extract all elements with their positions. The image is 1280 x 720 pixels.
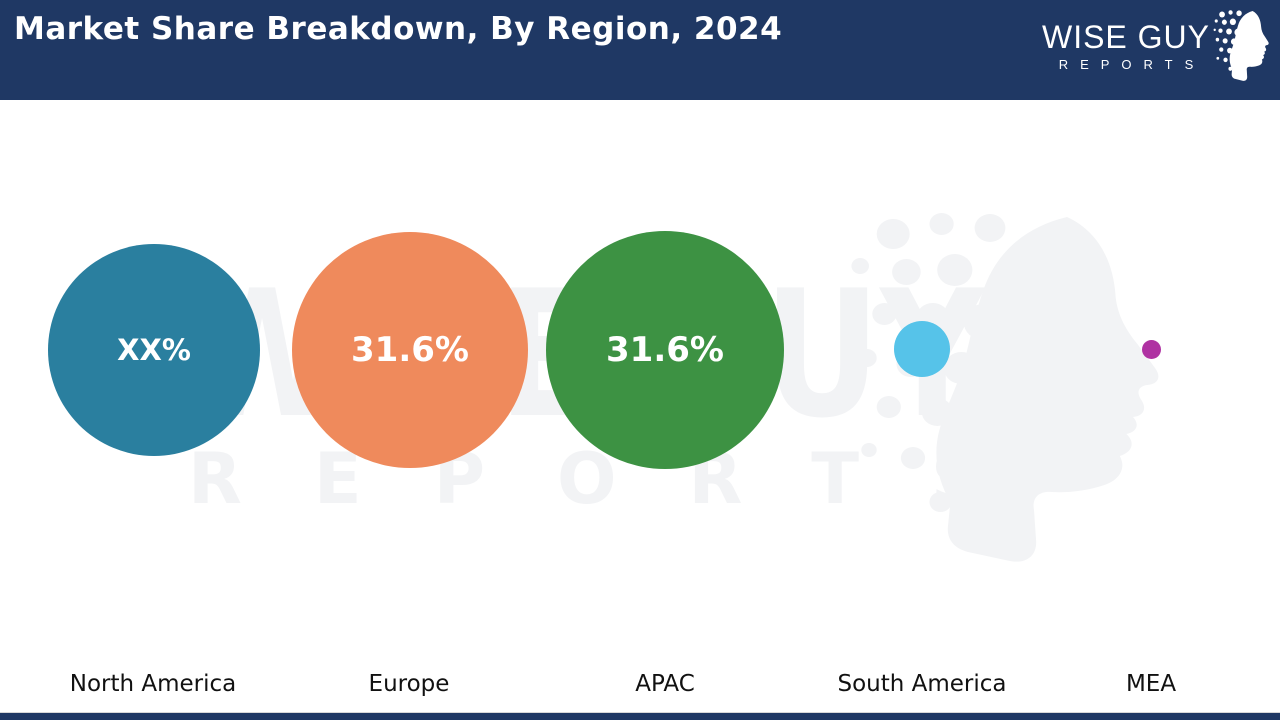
axis-label-europe: Europe <box>368 671 450 697</box>
axis-label-north-america: North America <box>69 671 237 697</box>
watermark-reports: REPORTS <box>188 438 1054 520</box>
bubble-south-america <box>894 321 950 377</box>
bubble-value-label: 31.6% <box>606 330 724 370</box>
page-title: Market Share Breakdown, By Region, 2024 <box>14 11 783 47</box>
watermark-head-icon <box>844 213 1159 562</box>
header-bar: Market Share Breakdown, By Region, 2024 … <box>0 0 1280 100</box>
axis-label-apac: APAC <box>635 671 695 697</box>
axis-label-mea: MEA <box>1125 671 1177 697</box>
logo-reports-text: REPORTS <box>1058 56 1206 72</box>
bubble-value-label: 31.6% <box>351 330 469 370</box>
bubble-mea <box>1142 340 1161 359</box>
bubble-apac: 31.6% <box>546 231 784 469</box>
logo-wiseguy-text: WISE GUY <box>1041 19 1210 56</box>
logo-wordmark: WISE GUY REPORTS <box>1041 19 1210 72</box>
axis-label-south-america: South America <box>837 671 1007 697</box>
bubble-europe: 31.6% <box>292 232 528 468</box>
footer-bar <box>0 712 1280 720</box>
wiseguy-head-icon <box>1213 10 1269 81</box>
wiseguy-logo: WISE GUY REPORTS <box>1042 8 1270 84</box>
bubble-north-america: XX% <box>48 244 260 456</box>
bubble-value-label: XX% <box>117 333 191 367</box>
